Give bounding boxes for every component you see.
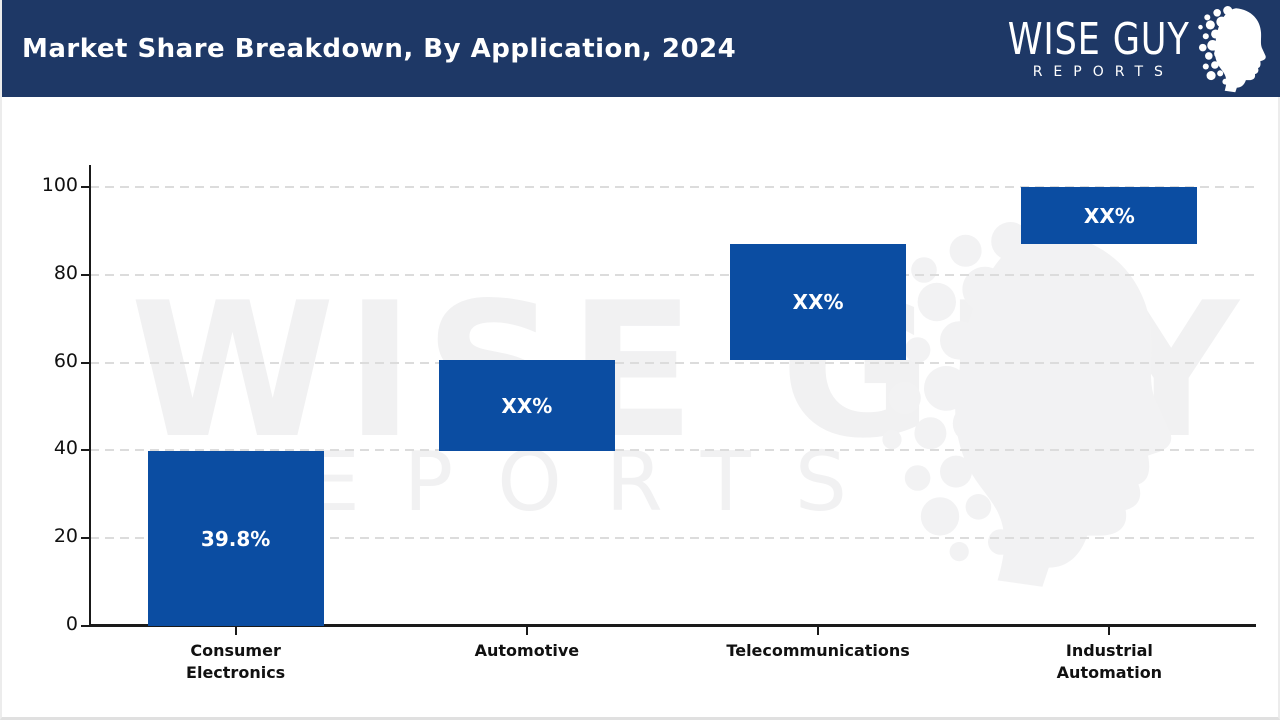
y-tick-mark-0 (81, 625, 89, 627)
wiseguy-logo: WISE GUY REPORTS (985, 4, 1268, 94)
bar-telecommunications: XX% (730, 244, 907, 361)
logo-head-icon (1198, 5, 1266, 92)
x-tick-mark-automotive (525, 627, 528, 635)
category-label-industrial-automation: Industrial Automation (1056, 641, 1163, 682)
gridline-60 (90, 361, 1255, 364)
bar-value-label-automotive: XX% (501, 393, 553, 418)
y-tick-mark-80 (81, 273, 89, 276)
bar-consumer-electronics: 39.8% (147, 451, 324, 626)
watermark-head-icon (879, 222, 1172, 587)
category-label-telecommunications: Telecommunications (726, 641, 910, 660)
bar-value-label-industrial-automation: XX% (1083, 203, 1135, 228)
logo-wiseguy-label: WISE GUY (1007, 14, 1190, 65)
logo-reports-label: REPORTS (1032, 64, 1174, 80)
y-axis-line (89, 165, 91, 626)
bar-value-label-consumer-electronics: 39.8% (200, 526, 271, 551)
x-tick-mark-consumer-electronics (234, 627, 237, 635)
y-tick-label-40: 40 (53, 437, 78, 460)
y-tick-label-100: 100 (41, 174, 78, 196)
x-tick-mark-telecommunications (817, 627, 820, 635)
y-tick-mark-20 (81, 537, 89, 540)
page-title: Market Share Breakdown, By Application, … (22, 33, 737, 64)
category-label-consumer-electronics: Consumer Electronics (186, 641, 286, 682)
y-tick-label-0: 0 (65, 613, 78, 635)
gridline-40 (90, 449, 1255, 452)
y-tick-mark-60 (81, 361, 89, 364)
x-tick-mark-industrial-automation (1108, 627, 1111, 635)
y-tick-label-60: 60 (53, 349, 78, 372)
y-tick-label-20: 20 (53, 525, 78, 548)
gridline-20 (90, 537, 1255, 540)
bar-automotive: XX% (438, 360, 615, 452)
category-label-automotive: Automotive (474, 641, 580, 660)
bar-value-label-telecommunications: XX% (792, 290, 844, 315)
bar-industrial-automation: XX% (1021, 187, 1198, 245)
y-tick-mark-40 (81, 449, 89, 452)
header-bar: Market Share Breakdown, By Application, … (2, 0, 1280, 97)
x-axis-line (89, 624, 1256, 627)
logo-text: WISE GUY REPORTS (985, 14, 1212, 81)
y-tick-mark-100 (81, 186, 89, 188)
y-tick-label-80: 80 (53, 261, 78, 284)
gridline-100 (90, 186, 1255, 188)
gridline-80 (90, 273, 1255, 276)
